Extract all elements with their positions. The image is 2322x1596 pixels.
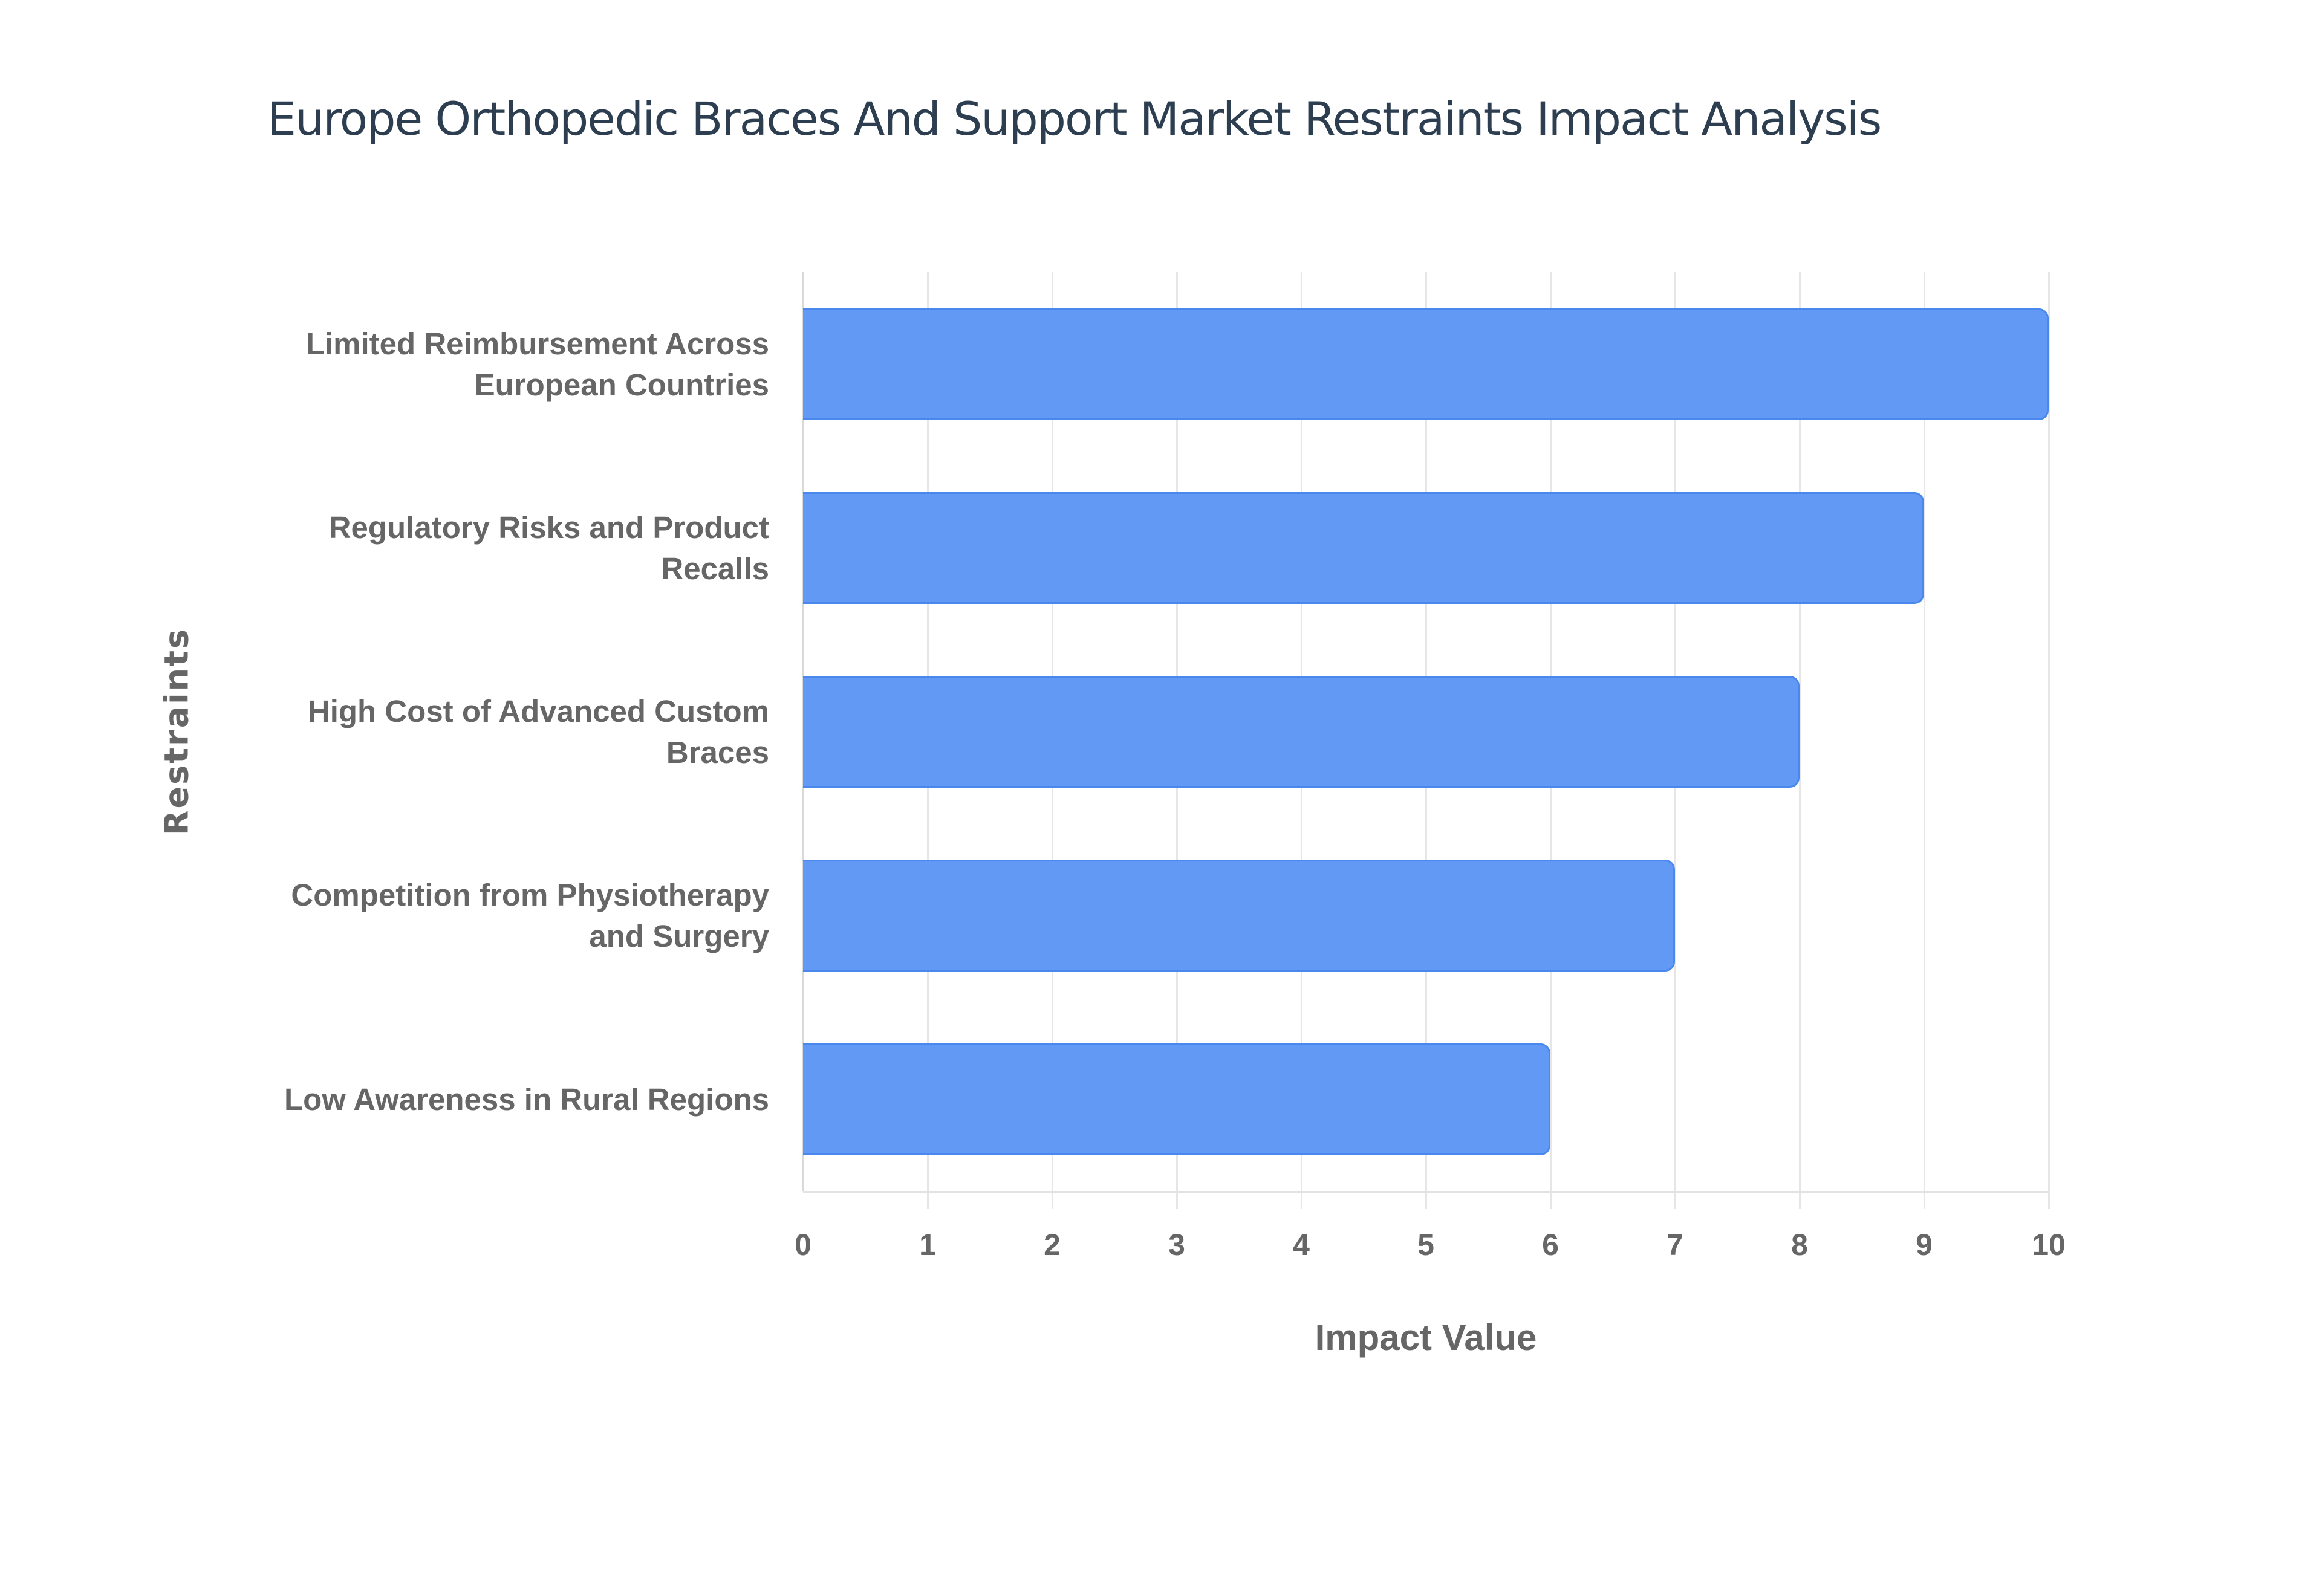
x-tick-label: 10 [2032,1228,2066,1262]
category-label: Regulatory Risks and Product Recalls [164,507,769,589]
x-tick-label: 7 [1667,1228,1683,1262]
category-label-line: Competition from Physiotherapy [291,877,769,912]
x-tick-label: 1 [919,1228,936,1262]
gridline [1924,272,1925,1209]
x-axis-line [803,1191,2049,1193]
category-label-line: and Surgery [589,918,769,953]
x-tick-label: 5 [1417,1228,1434,1262]
x-tick-label: 4 [1293,1228,1310,1262]
bar[interactable] [803,308,2049,420]
category-label-line: Low Awareness in Rural Regions [284,1082,769,1117]
chart-title: Europe Orthopedic Braces And Support Mar… [267,92,1882,146]
category-label-line: Braces [666,735,769,770]
category-label-line: Regulatory Risks and Product [328,510,769,545]
gridline [1799,272,1801,1209]
x-tick-label: 8 [1791,1228,1808,1262]
bar[interactable] [803,492,1924,604]
x-tick-label: 2 [1044,1228,1061,1262]
bar[interactable] [803,676,1800,788]
plot-area [802,272,2050,1209]
gridline [2048,272,2050,1209]
category-label: Competition from Physiotherapy and Surger… [164,875,769,957]
x-axis-title: Impact Value [1315,1317,1537,1358]
category-label: Low Awareness in Rural Regions [164,1079,769,1120]
bar[interactable] [803,1043,1550,1155]
x-tick-label: 9 [1916,1228,1933,1262]
category-label: High Cost of Advanced Custom Braces [164,691,769,773]
category-label-line: Recalls [661,551,769,586]
x-tick-label: 3 [1168,1228,1185,1262]
category-label-line: European Countries [474,367,769,402]
category-label: Limited Reimbursement Across European Cou… [164,323,769,406]
x-tick-label: 0 [795,1228,811,1262]
category-label-line: Limited Reimbursement Across [305,326,769,361]
bar[interactable] [803,860,1675,972]
x-tick-label: 6 [1542,1228,1559,1262]
category-label-line: High Cost of Advanced Custom [307,693,769,728]
